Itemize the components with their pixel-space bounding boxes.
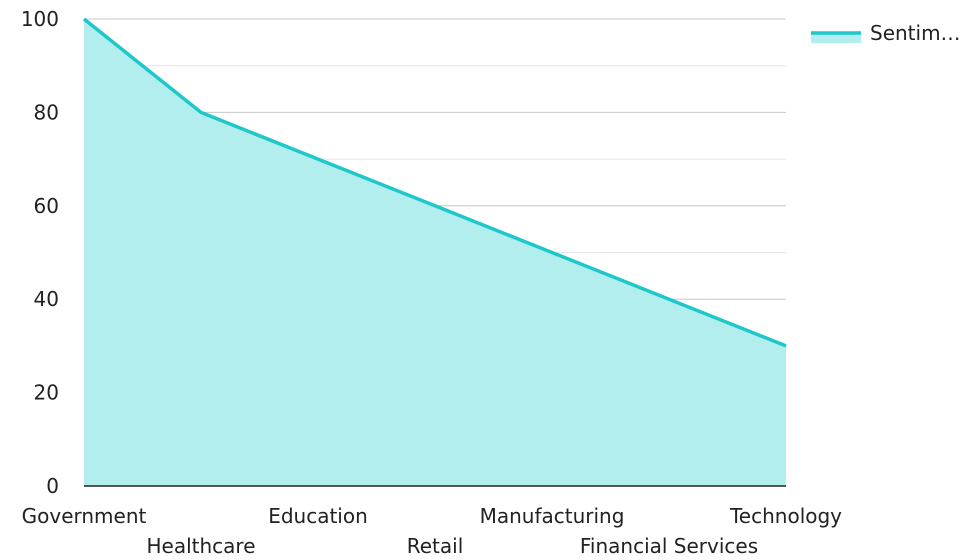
series-line — [82, 17, 787, 348]
y-tick-label: 100 — [21, 7, 59, 31]
x-axis-tick-labels: Government Healthcare Education Retail Manuf… — [22, 504, 843, 558]
x-tick-label: Education — [268, 504, 368, 528]
x-tick-label: Technology — [729, 504, 842, 528]
y-tick-label: 20 — [34, 381, 59, 405]
legend-swatch — [811, 33, 861, 43]
x-tick-label: Financial Services — [580, 534, 758, 558]
y-tick-label: 0 — [46, 474, 59, 498]
series-area — [84, 19, 786, 486]
x-tick-label: Retail — [407, 534, 464, 558]
y-tick-label: 80 — [34, 100, 59, 124]
legend: Sentim… — [811, 21, 961, 45]
x-tick-label: Healthcare — [146, 534, 255, 558]
y-tick-label: 40 — [34, 287, 59, 311]
x-tick-label: Manufacturing — [480, 504, 625, 528]
legend-label: Sentim… — [870, 21, 961, 45]
x-tick-label: Government — [22, 504, 147, 528]
y-tick-label: 60 — [34, 194, 59, 218]
y-axis-tick-labels: 0 20 40 60 80 100 — [21, 7, 59, 498]
